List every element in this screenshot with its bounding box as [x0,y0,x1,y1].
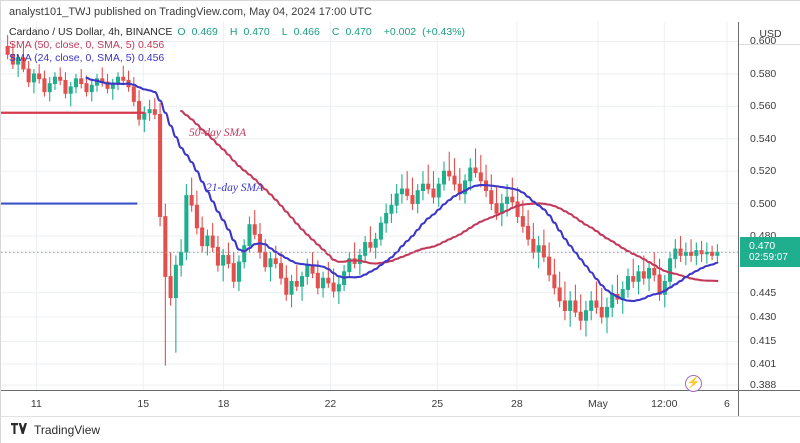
time-tick: 18 [217,398,230,410]
price-tick: 0.401 [750,358,777,371]
price-tick: 0.520 [750,165,777,178]
footer-bar: TradingView [1,416,800,443]
time-axis[interactable]: 11 15 18 22 25 28 May 12:00 6 [1,390,738,416]
tradingview-logo[interactable]: TradingView [11,423,100,437]
time-tick: 25 [431,398,444,410]
price-tick: 0.415 [750,335,777,348]
price-tick: 0.560 [750,100,777,113]
candlestick-chart [1,22,738,390]
price-axis[interactable]: USD 0.600 0.580 0.560 0.540 0.520 0.500 0.480 0… [738,22,800,390]
attribution-text: analyst101_TWJ published on TradingView.… [1,1,800,22]
current-price-badge: 0.470 02:59:07 [740,237,800,268]
time-tick: 15 [137,398,150,410]
time-tick: 6 [724,398,730,410]
time-tick: 12:00 [651,398,678,410]
price-tick: 0.430 [750,311,777,324]
chart-plot-area[interactable] [1,22,738,390]
bar-countdown: 02:59:07 [749,252,788,264]
tradingview-brand-text: TradingView [34,423,101,437]
time-tick: May [588,398,608,410]
tradingview-mark-icon [11,423,28,437]
price-tick: 0.600 [750,35,777,48]
axis-corner [738,390,800,416]
time-tick: 11 [30,398,42,410]
time-tick: 22 [324,398,337,410]
price-tick: 0.540 [750,132,777,145]
price-axis-unit: USD [739,25,800,45]
price-tick: 0.500 [750,197,777,210]
price-tick: 0.580 [750,67,777,80]
lightning-bolt-icon[interactable]: ⚡ [685,375,702,392]
price-tick: 0.388 [750,379,777,390]
price-tick: 0.445 [750,286,777,299]
time-tick: 28 [511,398,523,410]
current-price-value: 0.470 [749,240,776,253]
